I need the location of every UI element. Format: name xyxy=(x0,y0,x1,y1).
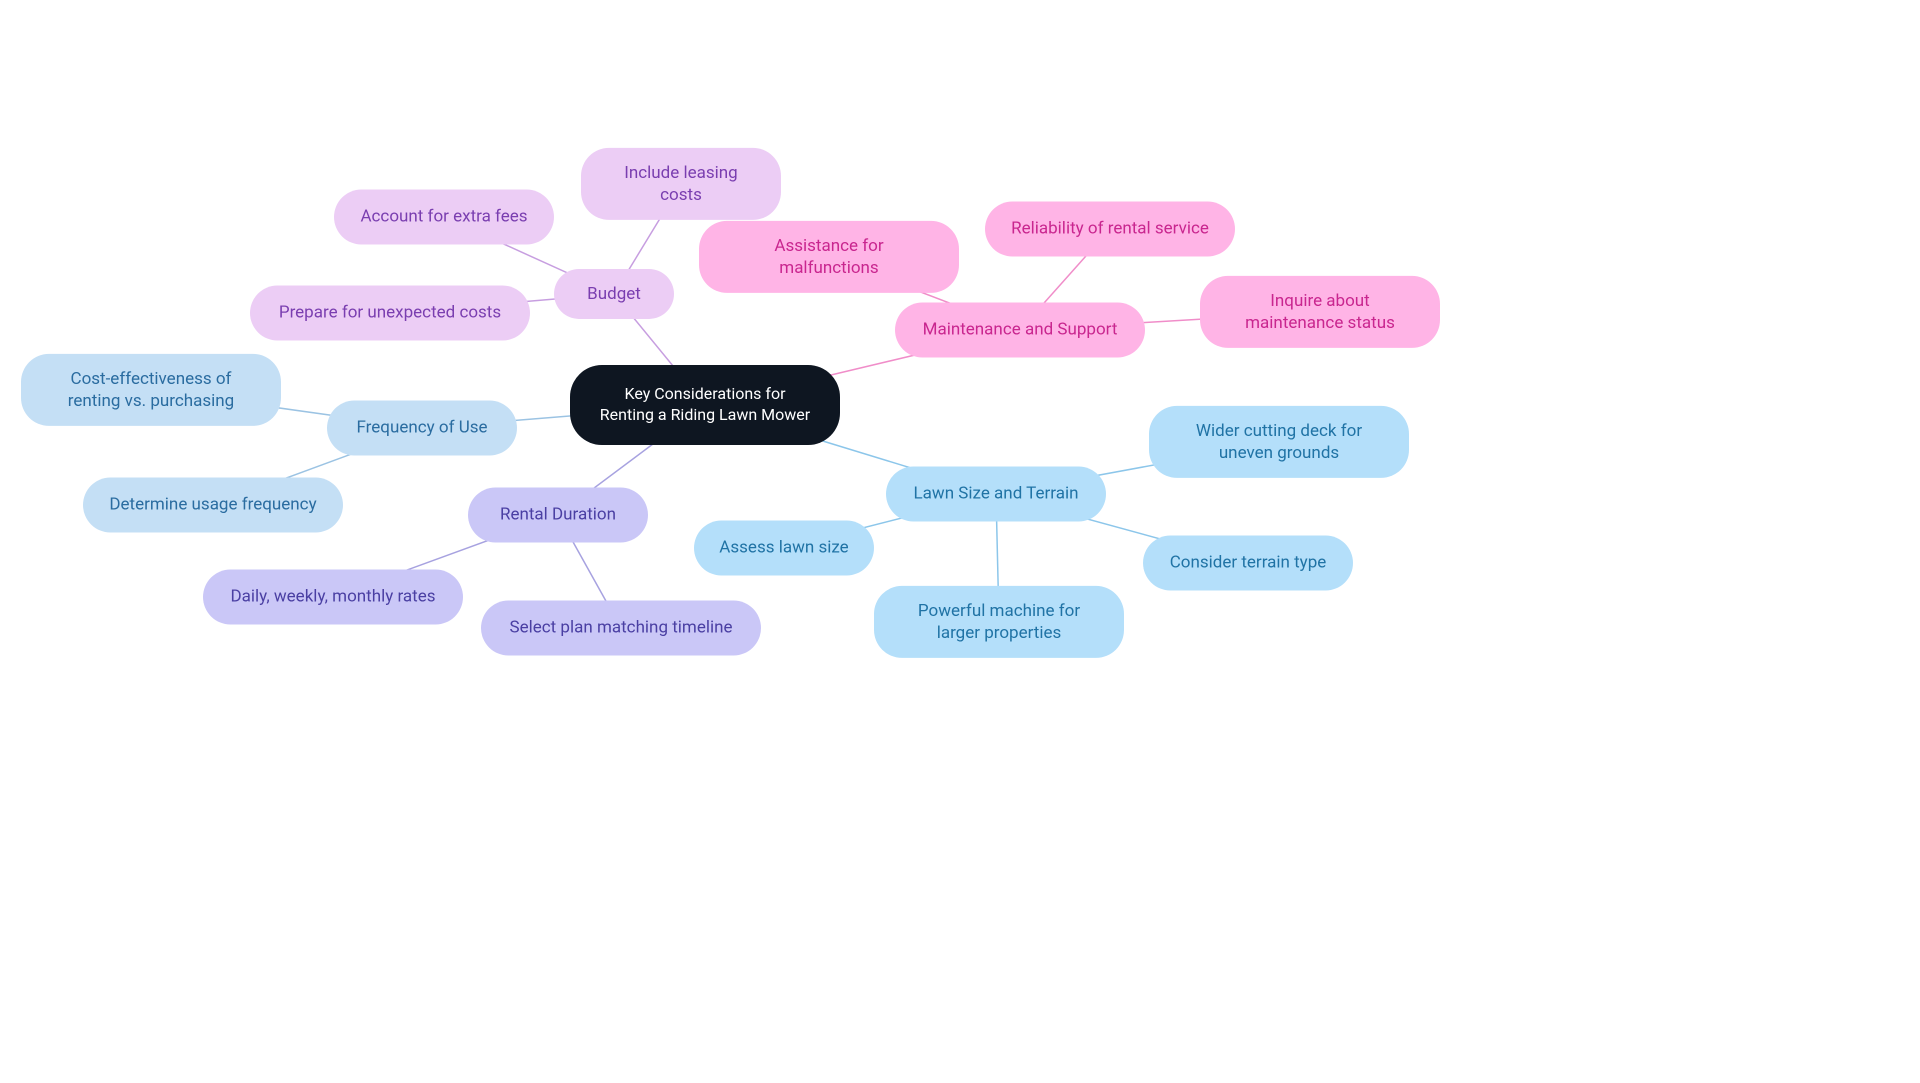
leaf-frequency-0: Cost-effectiveness of renting vs. purcha… xyxy=(21,354,281,426)
leaf-budget-2: Prepare for unexpected costs xyxy=(250,286,530,341)
hub-maintenance-label: Maintenance and Support xyxy=(923,319,1118,341)
hub-lawn-label: Lawn Size and Terrain xyxy=(914,483,1079,505)
hub-duration: Rental Duration xyxy=(468,488,648,543)
leaf-maintenance-2: Inquire about maintenance status xyxy=(1200,276,1440,348)
leaf-maintenance-1-label: Reliability of rental service xyxy=(1011,218,1209,240)
leaf-lawn-1-label: Consider terrain type xyxy=(1170,552,1327,574)
leaf-maintenance-2-label: Inquire about maintenance status xyxy=(1224,290,1416,334)
leaf-duration-1: Daily, weekly, monthly rates xyxy=(203,570,463,625)
leaf-maintenance-0: Assistance for malfunctions xyxy=(699,221,959,293)
leaf-duration-0-label: Select plan matching timeline xyxy=(509,617,732,639)
hub-lawn: Lawn Size and Terrain xyxy=(886,467,1106,522)
center-node: Key Considerations for Renting a Riding … xyxy=(570,365,840,445)
leaf-maintenance-0-label: Assistance for malfunctions xyxy=(723,235,935,279)
leaf-lawn-0-label: Wider cutting deck for uneven grounds xyxy=(1173,420,1385,464)
leaf-budget-1-label: Account for extra fees xyxy=(360,206,527,228)
leaf-lawn-3-label: Assess lawn size xyxy=(719,537,848,559)
leaf-budget-1: Account for extra fees xyxy=(334,190,554,245)
leaf-duration-0: Select plan matching timeline xyxy=(481,601,761,656)
leaf-budget-2-label: Prepare for unexpected costs xyxy=(279,302,501,324)
leaf-frequency-1: Determine usage frequency xyxy=(83,478,343,533)
leaf-frequency-1-label: Determine usage frequency xyxy=(109,494,316,516)
hub-frequency-label: Frequency of Use xyxy=(356,417,487,439)
center-node-label: Key Considerations for Renting a Riding … xyxy=(598,384,812,426)
hub-budget-label: Budget xyxy=(587,283,641,305)
hub-budget: Budget xyxy=(554,269,674,319)
leaf-lawn-2: Powerful machine for larger properties xyxy=(874,586,1124,658)
leaf-duration-1-label: Daily, weekly, monthly rates xyxy=(231,586,436,608)
hub-frequency: Frequency of Use xyxy=(327,401,517,456)
leaf-lawn-0: Wider cutting deck for uneven grounds xyxy=(1149,406,1409,478)
leaf-lawn-2-label: Powerful machine for larger properties xyxy=(898,600,1100,644)
leaf-maintenance-1: Reliability of rental service xyxy=(985,202,1235,257)
leaf-lawn-3: Assess lawn size xyxy=(694,521,874,576)
hub-maintenance: Maintenance and Support xyxy=(895,303,1145,358)
leaf-budget-0-label: Include leasing costs xyxy=(605,162,757,206)
leaf-lawn-1: Consider terrain type xyxy=(1143,536,1353,591)
leaf-budget-0: Include leasing costs xyxy=(581,148,781,220)
edge-layer xyxy=(0,0,1920,1083)
hub-duration-label: Rental Duration xyxy=(500,504,616,526)
leaf-frequency-0-label: Cost-effectiveness of renting vs. purcha… xyxy=(45,368,257,412)
